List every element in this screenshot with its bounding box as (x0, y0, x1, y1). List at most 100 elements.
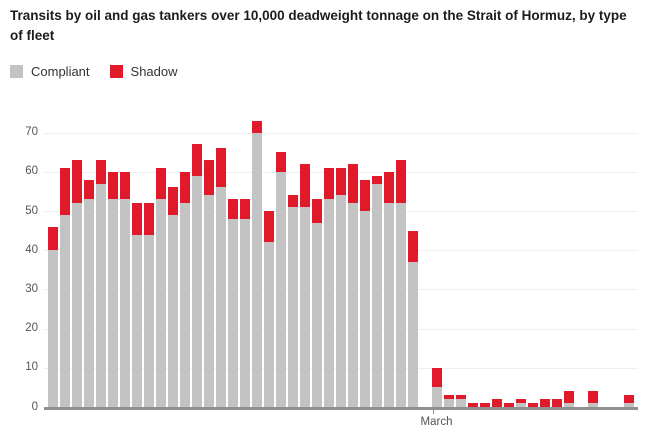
bar-segment-shadow (132, 203, 142, 235)
bar-segment-compliant (216, 187, 226, 407)
bar-segment-shadow (48, 226, 58, 251)
bar-segment-shadow (300, 163, 310, 208)
bar-segment-shadow (408, 230, 418, 262)
bar-segment-compliant (312, 222, 322, 407)
bar-segment-shadow (96, 160, 106, 184)
bar-segment-shadow (324, 167, 334, 200)
bar-segment-compliant (564, 403, 574, 407)
y-axis-tick-label: 70 (25, 126, 38, 139)
legend-label-compliant: Compliant (31, 64, 90, 79)
bar-segment-shadow (528, 403, 538, 407)
bar-segment-shadow (120, 171, 130, 200)
bar-segment-compliant (108, 199, 118, 407)
bar-segment-shadow (192, 144, 202, 176)
bar-segment-shadow (168, 187, 178, 215)
y-axis-tick-label: 20 (25, 322, 38, 335)
bar-segment-shadow (588, 391, 598, 404)
bar-segment-shadow (396, 160, 406, 204)
bar-segment-compliant (180, 203, 190, 407)
bar-segment-shadow (564, 391, 574, 404)
bar-segment-shadow (336, 167, 346, 196)
bar-segment-compliant (228, 218, 238, 407)
bar-segment-compliant (168, 214, 178, 407)
bar-segment-compliant (372, 183, 382, 407)
y-axis-tick-label: 40 (25, 243, 38, 256)
bar-segment-shadow (348, 163, 358, 204)
bar-segment-shadow (516, 399, 526, 404)
legend: Compliant Shadow (10, 64, 178, 79)
bar-segment-compliant (360, 211, 370, 407)
bar-segment-compliant (240, 218, 250, 407)
bar-segment-shadow (108, 171, 118, 200)
y-axis-tick-label: 50 (25, 204, 38, 217)
bar-segment-shadow (480, 403, 490, 407)
bar-segment-compliant (432, 387, 442, 407)
bar-segment-shadow (504, 403, 514, 407)
bar-segment-compliant (444, 399, 454, 407)
bar-segment-shadow (252, 120, 262, 133)
bar-segment-shadow (144, 203, 154, 235)
bar-segment-compliant (384, 203, 394, 407)
bar-segment-compliant (336, 195, 346, 407)
bar-segment-compliant (120, 199, 130, 407)
bar-segment-compliant (252, 132, 262, 407)
bar-segment-shadow (540, 399, 550, 407)
bar-segment-shadow (444, 395, 454, 400)
gridline (44, 132, 638, 134)
bar-segment-compliant (348, 203, 358, 407)
bar-segment-compliant (324, 199, 334, 407)
bar-segment-shadow (312, 199, 322, 223)
legend-item-compliant: Compliant (10, 64, 90, 79)
bar-segment-shadow (216, 148, 226, 188)
bar-segment-compliant (204, 195, 214, 407)
bar-segment-compliant (300, 207, 310, 407)
bar-segment-shadow (276, 152, 286, 172)
bar-segment-shadow (360, 179, 370, 211)
bar-segment-shadow (264, 211, 274, 243)
bar-segment-shadow (468, 403, 478, 407)
bar-segment-shadow (456, 395, 466, 400)
bar-segment-compliant (84, 199, 94, 407)
bar-segment-compliant (276, 171, 286, 407)
y-axis-tick-label: 60 (25, 165, 38, 178)
bar-segment-compliant (60, 214, 70, 407)
bar-segment-shadow (240, 199, 250, 219)
bar-segment-shadow (384, 171, 394, 204)
bar-segment-shadow (552, 399, 562, 407)
x-axis-line (44, 407, 638, 410)
legend-item-shadow: Shadow (109, 64, 178, 79)
bar-segment-shadow (72, 160, 82, 204)
bar-segment-compliant (72, 203, 82, 407)
y-axis-tick-label: 10 (25, 361, 38, 374)
march-tick (432, 409, 434, 414)
bar-segment-compliant (48, 250, 58, 407)
bar-segment-shadow (180, 171, 190, 204)
bar-segment-compliant (144, 234, 154, 407)
bar-segment-compliant (96, 183, 106, 407)
bar-segment-compliant (396, 203, 406, 407)
bar-segment-compliant (516, 403, 526, 407)
bar-segment-compliant (288, 207, 298, 407)
x-axis-month-label: March (420, 416, 453, 428)
bar-segment-shadow (624, 395, 634, 404)
shadow-swatch-icon (109, 65, 123, 78)
bar-segment-compliant (156, 199, 166, 407)
legend-label-shadow: Shadow (130, 64, 178, 79)
bar-segment-shadow (492, 399, 502, 407)
y-axis-tick-label: 0 (31, 400, 38, 413)
bar-segment-shadow (288, 195, 298, 208)
bar-segment-compliant (588, 403, 598, 407)
bar-segment-compliant (264, 242, 274, 407)
y-axis-tick-label: 30 (25, 282, 38, 295)
bar-segment-compliant (624, 403, 634, 407)
bar-segment-compliant (456, 399, 466, 407)
bar-segment-compliant (132, 234, 142, 407)
bar-segment-shadow (204, 160, 214, 196)
bar-segment-compliant (192, 175, 202, 407)
bar-segment-shadow (228, 199, 238, 219)
bar-segment-shadow (60, 167, 70, 215)
bar-segment-shadow (372, 175, 382, 184)
bar-segment-shadow (432, 367, 442, 388)
